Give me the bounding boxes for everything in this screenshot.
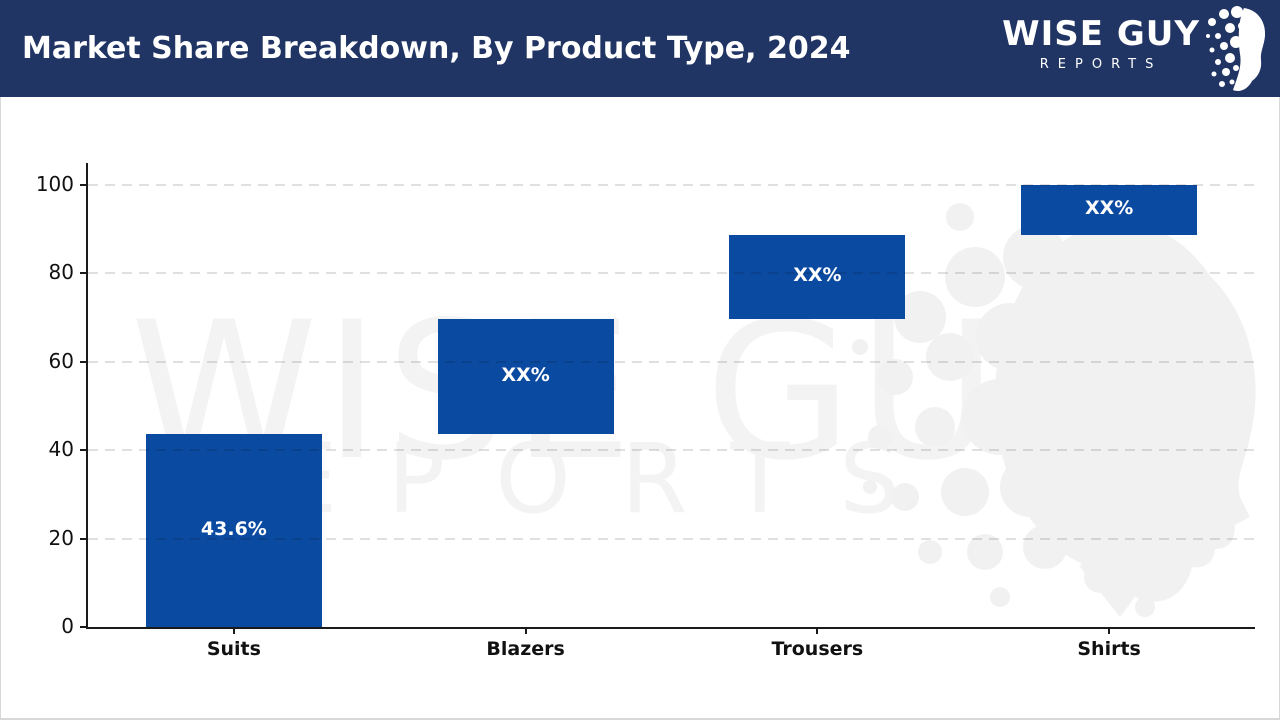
bar-value-label: XX% (501, 363, 550, 386)
logo-face-icon (1206, 6, 1266, 91)
x-tick-label: Shirts (1077, 638, 1141, 660)
gridline-60 (88, 360, 1255, 363)
y-tick (80, 272, 87, 275)
bar-value-label: XX% (793, 264, 842, 287)
page-title: Market Share Breakdown, By Product Type,… (22, 31, 851, 66)
y-tick-label: 20 (48, 525, 74, 550)
bar-value-label: XX% (1084, 196, 1134, 219)
logo: WISE GUY REPORTS (1002, 4, 1268, 94)
bar-blazers (437, 319, 614, 435)
x-axis-line (86, 627, 1255, 629)
y-tick (80, 449, 87, 452)
y-tick (80, 537, 87, 540)
x-tick-label: Blazers (486, 638, 565, 660)
y-tick (80, 626, 87, 628)
y-tick-label: 80 (48, 260, 74, 285)
y-tick-label: 40 (48, 437, 74, 462)
bar-value-label: 43.6% (200, 517, 267, 540)
logo-wordmark-line1: WISE GUY (1002, 14, 1200, 54)
logo-wordmark-line2: REPORTS (1039, 57, 1163, 72)
x-tick (816, 627, 819, 634)
x-tick-label: Suits (206, 638, 261, 660)
bar-trousers (729, 234, 906, 320)
y-tick (80, 184, 87, 186)
x-tick-label: Trousers (771, 638, 864, 660)
gridline-20 (88, 537, 1255, 540)
y-tick-label: 0 (61, 614, 74, 638)
header: Market Share Breakdown, By Product Type,… (0, 0, 1280, 97)
y-tick-label: 100 (35, 172, 74, 196)
bar-suits (145, 434, 322, 627)
gridline-100 (88, 184, 1255, 186)
y-axis-line (86, 163, 88, 629)
y-tick (80, 360, 87, 363)
x-tick (524, 627, 527, 634)
x-tick (1108, 627, 1111, 634)
x-tick (232, 627, 235, 634)
gridline-80 (88, 272, 1255, 275)
y-tick-label: 60 (48, 348, 74, 373)
gridline-40 (88, 449, 1255, 452)
logo-wordmark: WISE GUY REPORTS (1002, 14, 1200, 72)
